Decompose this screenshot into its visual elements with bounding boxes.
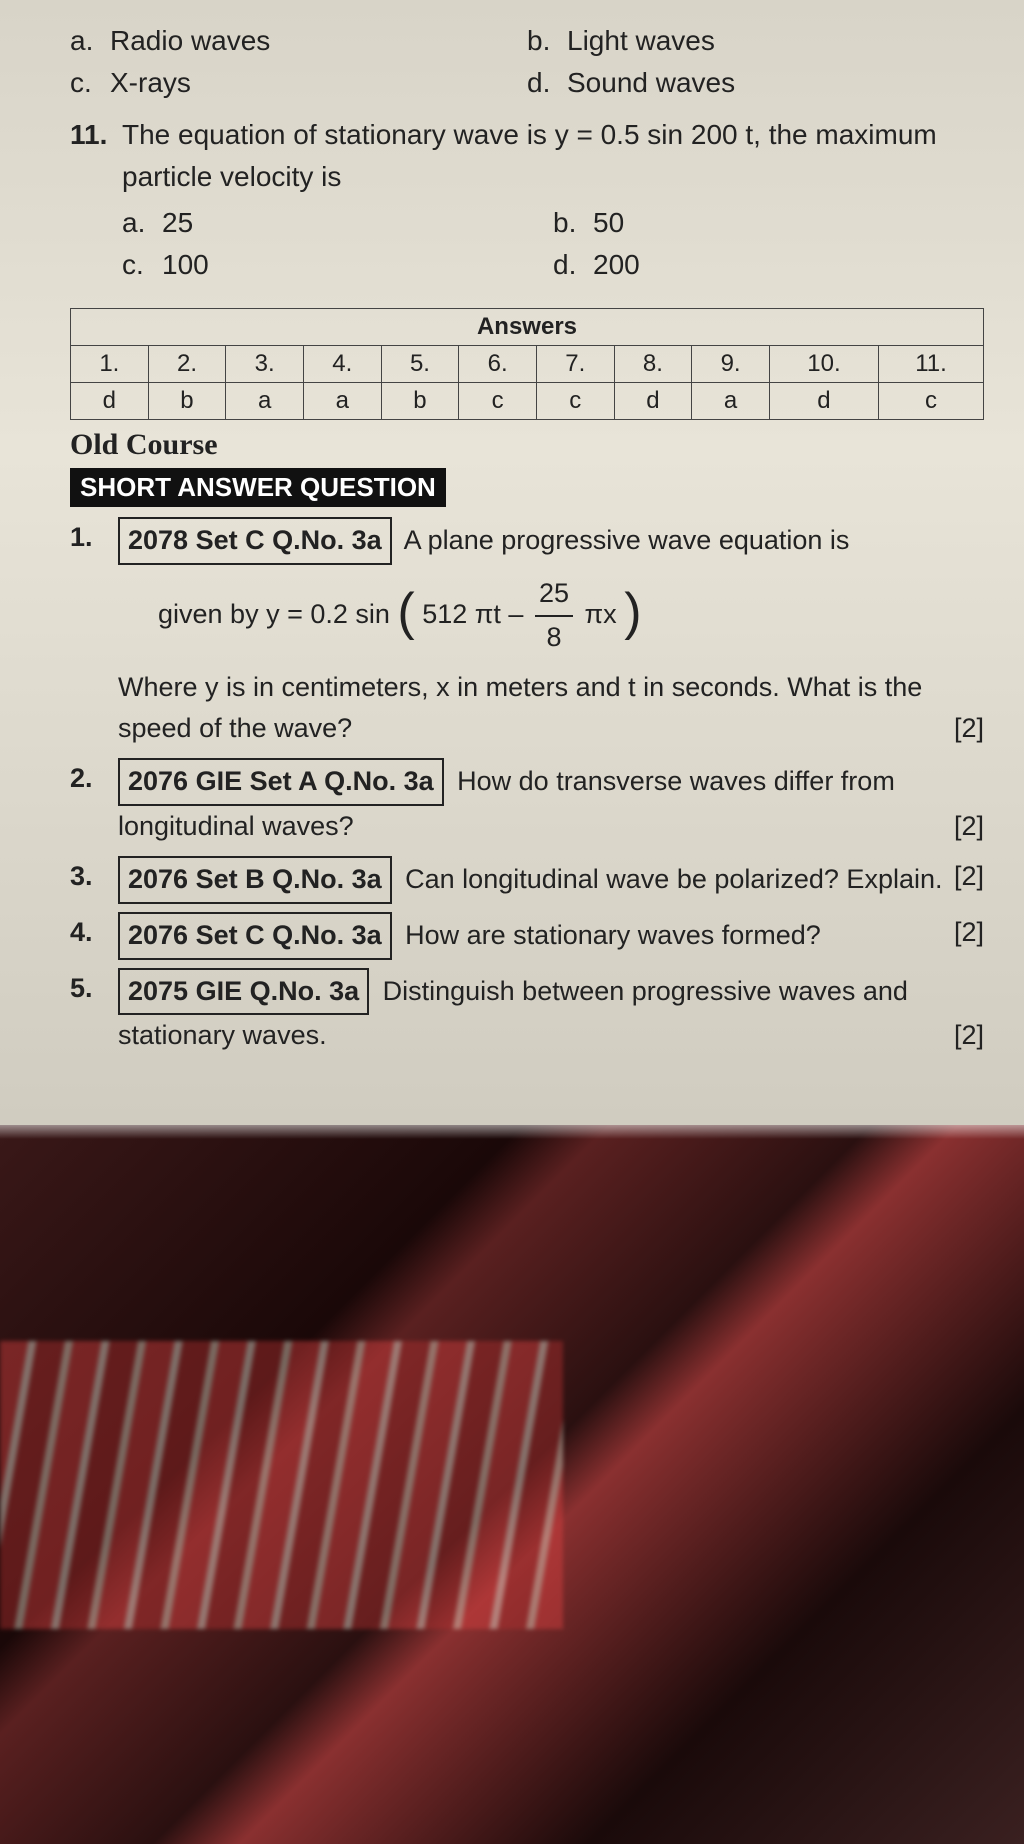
option-c: c. 100 xyxy=(122,244,553,286)
short-answer-4: 4. 2076 Set C Q.No. 3a How are stationar… xyxy=(70,912,984,960)
option-text: 100 xyxy=(162,244,209,286)
short-answer-5: 5. 2075 GIE Q.No. 3a Distinguish between… xyxy=(70,968,984,1058)
question-11: 11. The equation of stationary wave is y… xyxy=(70,114,984,296)
answers-header: 8. xyxy=(614,346,692,383)
option-text: X-rays xyxy=(110,62,191,104)
answers-value: c xyxy=(536,383,614,420)
marks: [2] xyxy=(954,912,984,954)
option-a: a. 25 xyxy=(122,202,553,244)
sa-number: 3. xyxy=(70,856,104,904)
answers-value: d xyxy=(71,383,149,420)
fraction-bot: 8 xyxy=(535,617,573,659)
sa-body: 2076 Set B Q.No. 3a Can longitudinal wav… xyxy=(118,856,984,904)
option-label: c. xyxy=(70,62,100,104)
page-content: a. Radio waves b. Light waves c. X-rays … xyxy=(0,0,1024,1125)
marks: [2] xyxy=(954,806,984,848)
option-label: b. xyxy=(553,202,583,244)
eq-inner-left: 512 πt – xyxy=(422,599,523,629)
option-d: d. 200 xyxy=(553,244,984,286)
option-text: Sound waves xyxy=(567,62,735,104)
sa-number: 4. xyxy=(70,912,104,960)
short-answer-banner: SHORT ANSWER QUESTION xyxy=(70,468,446,507)
q10-options: a. Radio waves b. Light waves c. X-rays … xyxy=(70,20,984,104)
option-label: b. xyxy=(527,20,557,62)
answers-header: 1. xyxy=(71,346,149,383)
sa-pre: A plane progressive wave equation is xyxy=(404,525,850,555)
option-d: d. Sound waves xyxy=(527,62,984,104)
answers-header-row: 1. 2. 3. 4. 5. 6. 7. 8. 9. 10. 11. xyxy=(71,346,984,383)
answers-value: a xyxy=(303,383,381,420)
sa-text: How are stationary waves formed? xyxy=(405,920,821,950)
answers-header: 11. xyxy=(879,346,984,383)
eq-inner-right: πx xyxy=(585,599,617,629)
option-text: Light waves xyxy=(567,20,715,62)
question-text: The equation of stationary wave is y = 0… xyxy=(122,114,984,296)
marks: [2] xyxy=(954,1015,984,1057)
answers-value: d xyxy=(614,383,692,420)
fraction: 25 8 xyxy=(535,573,573,659)
option-b: b. Light waves xyxy=(527,20,984,62)
sa-body: 2076 GIE Set A Q.No. 3a How do transvers… xyxy=(118,758,984,848)
option-b: b. 50 xyxy=(553,202,984,244)
answers-header: 5. xyxy=(381,346,459,383)
answers-header: 4. xyxy=(303,346,381,383)
question-tag: 2076 Set C Q.No. 3a xyxy=(118,912,392,960)
sa-number: 5. xyxy=(70,968,104,1058)
sa-text: Can longitudinal wave be polarized? Expl… xyxy=(405,864,942,894)
question-tag: 2076 Set B Q.No. 3a xyxy=(118,856,392,904)
answers-value-row: d b a a b c c d a d c xyxy=(71,383,984,420)
option-label: d. xyxy=(553,244,583,286)
answers-header: 2. xyxy=(148,346,226,383)
eq-prefix: given by y = 0.2 sin xyxy=(158,599,390,629)
answers-value: c xyxy=(459,383,537,420)
short-answer-2: 2. 2076 GIE Set A Q.No. 3a How do transv… xyxy=(70,758,984,848)
answers-table: Answers 1. 2. 3. 4. 5. 6. 7. 8. 9. 10. 1… xyxy=(70,308,984,420)
sa-equation: given by y = 0.2 sin ( 512 πt – 25 8 πx … xyxy=(158,573,984,659)
answers-value: b xyxy=(381,383,459,420)
left-paren-icon: ( xyxy=(397,583,414,641)
sa-post-text: Where y is in centimeters, x in meters a… xyxy=(118,672,922,744)
answers-value: a xyxy=(692,383,770,420)
sa-body: 2078 Set C Q.No. 3a A plane progressive … xyxy=(118,517,984,750)
question-tag: 2076 GIE Set A Q.No. 3a xyxy=(118,758,444,806)
marks: [2] xyxy=(954,708,984,750)
sa-number: 1. xyxy=(70,517,104,750)
question-number: 11. xyxy=(70,114,110,296)
answers-value: d xyxy=(769,383,878,420)
answers-title: Answers xyxy=(71,309,984,346)
q11-stem: The equation of stationary wave is y = 0… xyxy=(122,119,937,192)
question-tag: 2075 GIE Q.No. 3a xyxy=(118,968,369,1016)
short-answer-3: 3. 2076 Set B Q.No. 3a Can longitudinal … xyxy=(70,856,984,904)
old-course-heading: Old Course xyxy=(70,428,984,462)
answers-value: c xyxy=(879,383,984,420)
answers-value: b xyxy=(148,383,226,420)
answers-header: 9. xyxy=(692,346,770,383)
right-paren-icon: ) xyxy=(624,583,641,641)
question-tag: 2078 Set C Q.No. 3a xyxy=(118,517,392,565)
fraction-top: 25 xyxy=(535,573,573,617)
option-text: Radio waves xyxy=(110,20,270,62)
answers-header: 10. xyxy=(769,346,878,383)
answers-header: 3. xyxy=(226,346,304,383)
sa-body: 2075 GIE Q.No. 3a Distinguish between pr… xyxy=(118,968,984,1058)
sa-body: 2076 Set C Q.No. 3a How are stationary w… xyxy=(118,912,984,960)
option-c: c. X-rays xyxy=(70,62,527,104)
answers-value: a xyxy=(226,383,304,420)
option-label: a. xyxy=(122,202,152,244)
answers-header: 6. xyxy=(459,346,537,383)
option-label: a. xyxy=(70,20,100,62)
short-answer-1: 1. 2078 Set C Q.No. 3a A plane progressi… xyxy=(70,517,984,750)
option-label: c. xyxy=(122,244,152,286)
option-a: a. Radio waves xyxy=(70,20,527,62)
sa-post: Where y is in centimeters, x in meters a… xyxy=(118,667,984,751)
option-text: 25 xyxy=(162,202,193,244)
background-photo xyxy=(0,1125,1024,1844)
option-text: 50 xyxy=(593,202,624,244)
option-text: 200 xyxy=(593,244,640,286)
sa-number: 2. xyxy=(70,758,104,848)
marks: [2] xyxy=(954,856,984,898)
option-label: d. xyxy=(527,62,557,104)
answers-header: 7. xyxy=(536,346,614,383)
